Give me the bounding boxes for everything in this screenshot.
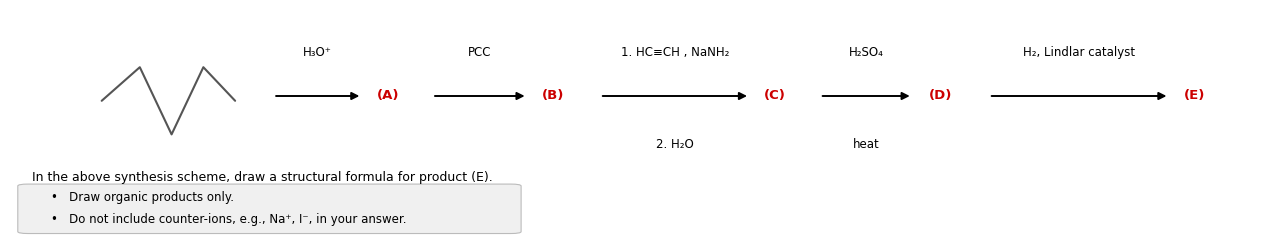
Text: H₃O⁺: H₃O⁺ [304, 46, 332, 59]
Text: (B): (B) [541, 90, 564, 102]
Text: heat: heat [853, 138, 880, 150]
Text: •   Do not include counter-ions, e.g., Na⁺, I⁻, in your answer.: • Do not include counter-ions, e.g., Na⁺… [51, 213, 407, 226]
Text: (E): (E) [1185, 90, 1205, 102]
Text: 2. H₂O: 2. H₂O [656, 138, 694, 150]
Text: 1. HC≡CH , NaNH₂: 1. HC≡CH , NaNH₂ [620, 46, 730, 59]
Text: H₂, Lindlar catalyst: H₂, Lindlar catalyst [1023, 46, 1135, 59]
Text: (D): (D) [929, 90, 952, 102]
Text: (C): (C) [764, 90, 787, 102]
Text: (A): (A) [376, 90, 399, 102]
Text: H₂SO₄: H₂SO₄ [849, 46, 883, 59]
Text: In the above synthesis scheme, draw a structural formula for product (E).: In the above synthesis scheme, draw a st… [32, 171, 493, 184]
Text: •   Draw organic products only.: • Draw organic products only. [51, 192, 234, 204]
FancyBboxPatch shape [18, 184, 521, 234]
Text: PCC: PCC [468, 46, 492, 59]
